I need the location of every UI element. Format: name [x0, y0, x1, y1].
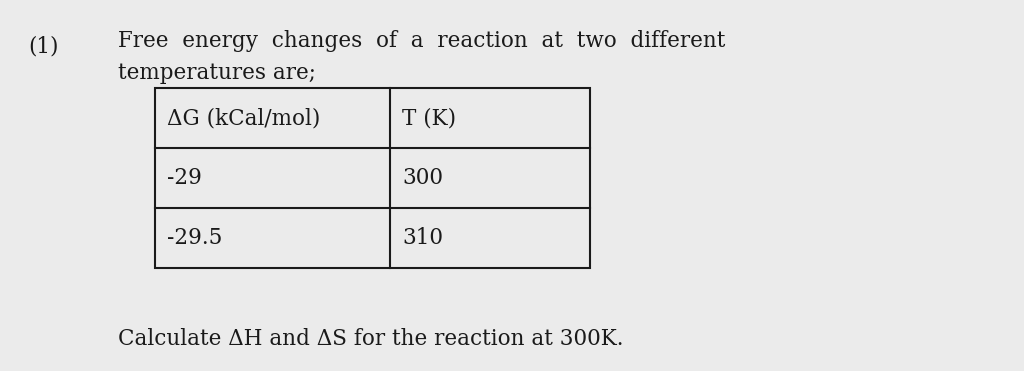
Text: -29: -29: [167, 167, 202, 189]
Text: ΔG (kCal/mol): ΔG (kCal/mol): [167, 107, 321, 129]
Text: T (K): T (K): [402, 107, 456, 129]
Text: -29.5: -29.5: [167, 227, 222, 249]
Text: temperatures are;: temperatures are;: [118, 62, 315, 84]
Text: Calculate ΔH and ΔS for the reaction at 300K.: Calculate ΔH and ΔS for the reaction at …: [118, 328, 624, 350]
Text: 310: 310: [402, 227, 443, 249]
Text: (1): (1): [29, 35, 59, 57]
Text: 300: 300: [402, 167, 443, 189]
Bar: [155, 88, 590, 268]
Text: Free  energy  changes  of  a  reaction  at  two  different: Free energy changes of a reaction at two…: [118, 30, 725, 52]
